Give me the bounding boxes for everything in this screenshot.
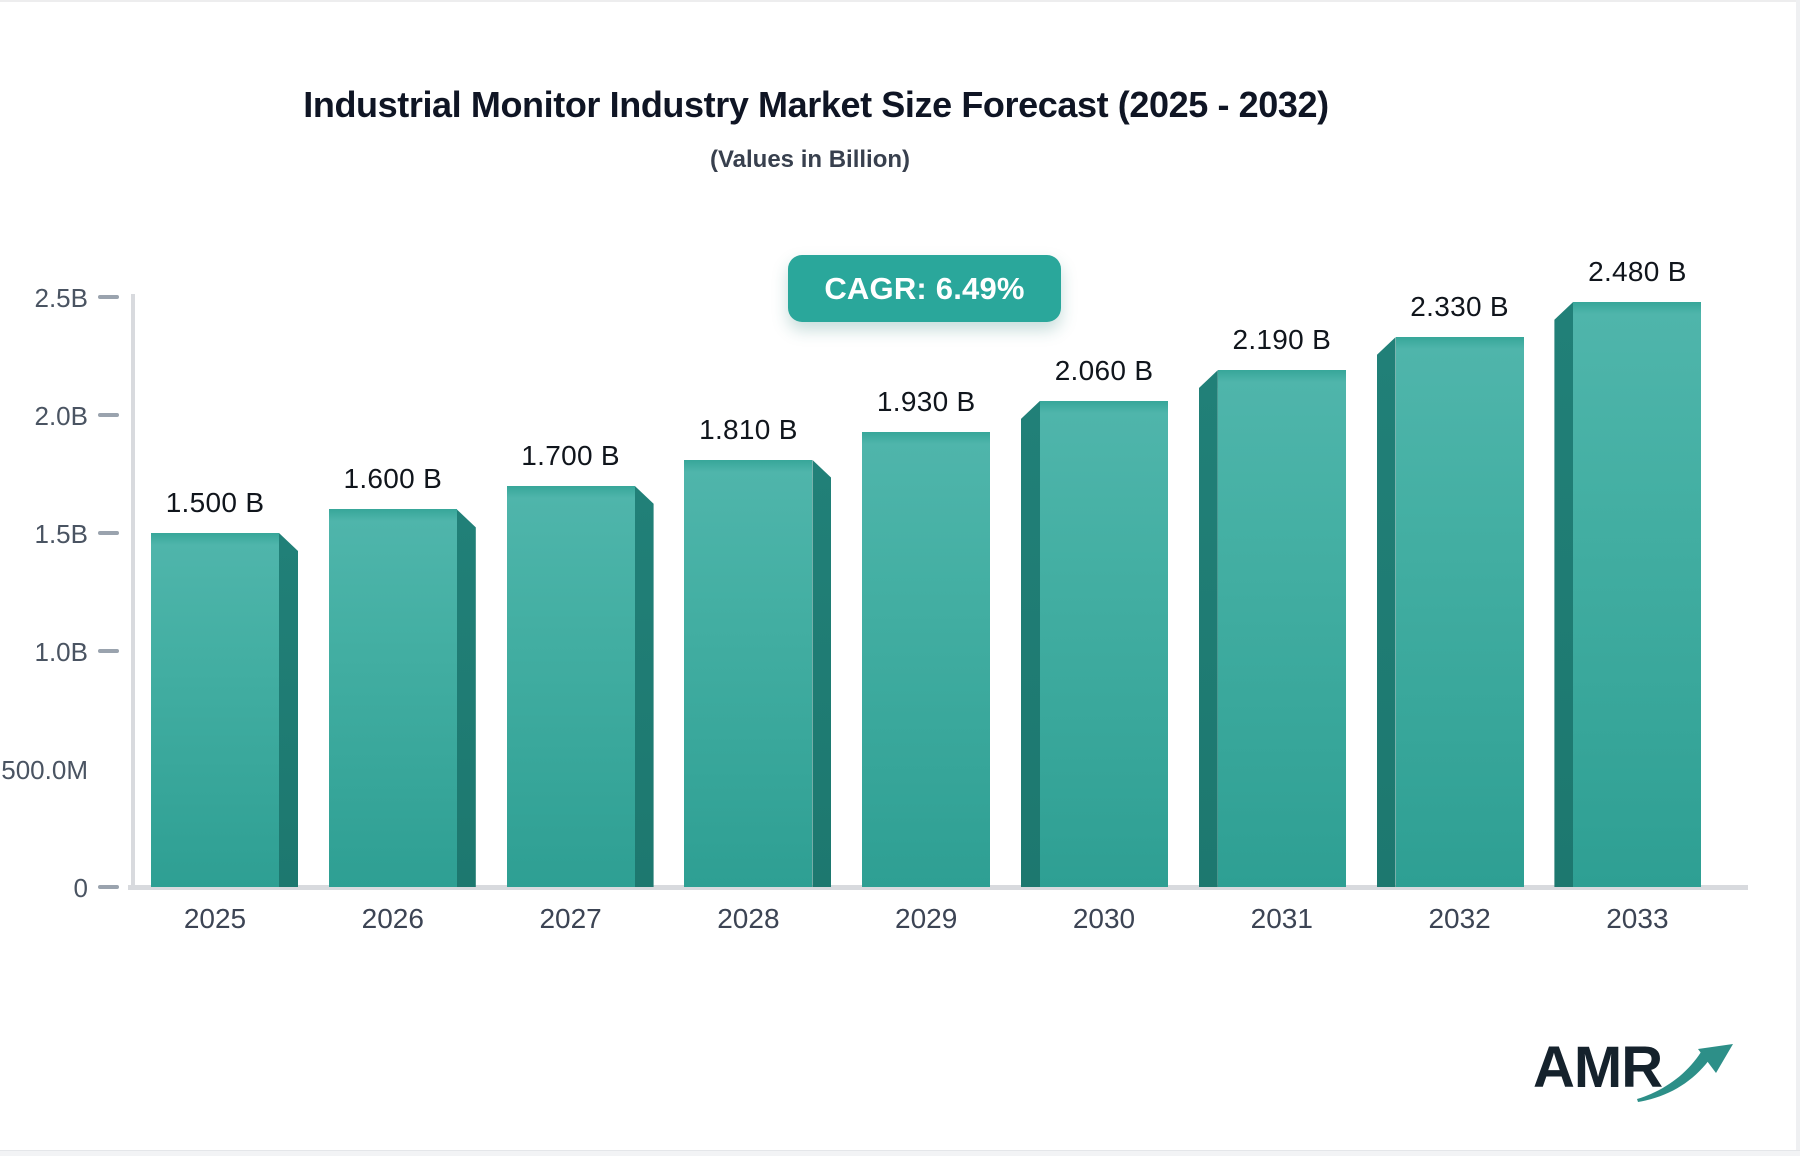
growth-arrow-icon: [1637, 1044, 1733, 1102]
y-axis-tick-label: 1.0B: [34, 637, 89, 667]
chart-subtitle: (Values in Billion): [709, 146, 911, 173]
x-axis-label: 2026: [361, 903, 424, 934]
x-axis-label: 2033: [1606, 903, 1669, 934]
bar-side-panel: [1376, 337, 1396, 887]
x-axis-label: 2027: [539, 903, 602, 934]
y-axis-tick-dash: [98, 885, 119, 889]
y-axis-tick-label: 1.5B: [34, 519, 89, 549]
x-axis-label: 2032: [1428, 903, 1491, 934]
y-axis-tick-dash: [98, 295, 119, 299]
y-axis-tick-label: 2.0B: [34, 401, 89, 431]
bar: [1395, 337, 1524, 887]
x-axis-label: 2029: [895, 903, 958, 934]
bar-side-panel: [456, 509, 476, 887]
y-axis-tick-label: 0: [73, 873, 88, 903]
bar-value-label: 1.500 B: [165, 487, 265, 518]
bar-side-panel: [812, 459, 832, 887]
bar-value-label: 1.700 B: [521, 439, 620, 471]
cagr-badge: CAGR: 6.49%: [788, 255, 1061, 322]
bar-side-panel: [634, 485, 654, 887]
bar: [506, 485, 635, 887]
y-axis-tick-dash: [98, 649, 119, 653]
bar-value-label: 1.600 B: [343, 463, 443, 495]
bar-side-panel: [1021, 400, 1040, 887]
bar-value-label: 1.930 B: [876, 385, 976, 417]
bar: [151, 533, 279, 887]
bar-side-panel: [1554, 301, 1574, 887]
bar-value-label: 2.190 B: [1232, 324, 1332, 356]
y-axis-line: [131, 294, 135, 889]
x-axis-label: 2028: [717, 903, 780, 934]
y-axis-tick-dash: [98, 531, 119, 535]
y-axis-tick-label: 2.5B: [34, 283, 89, 313]
bar: [1573, 301, 1702, 887]
y-axis-tick-dash: [98, 413, 119, 417]
cagr-badge-label: CAGR: 6.49%: [824, 270, 1025, 306]
top-edge-divider: [0, 0, 1800, 2]
y-axis-tick-label: 500.0M: [1, 755, 88, 785]
chart-title: Industrial Monitor Industry Market Size …: [303, 84, 1329, 125]
bar: [684, 459, 813, 887]
bar: [328, 509, 457, 887]
bar-value-label: 1.810 B: [699, 413, 798, 445]
bar-value-label: 2.330 B: [1410, 291, 1509, 323]
bar-value-label: 2.060 B: [1054, 354, 1154, 386]
x-axis-label: 2025: [183, 903, 247, 934]
bar: [1217, 370, 1346, 887]
bar: [862, 431, 991, 887]
bar-side-panel: [279, 533, 298, 887]
amr-logo-text: AMR: [1533, 1035, 1663, 1100]
x-axis-label: 2031: [1250, 903, 1313, 934]
x-axis-line: [128, 885, 1748, 890]
bar: [1040, 400, 1168, 887]
x-axis-label: 2030: [1072, 903, 1136, 934]
amr-logo: AMR: [1533, 1034, 1733, 1114]
bar-side-panel: [1198, 370, 1218, 887]
bar-value-label: 2.480 B: [1588, 255, 1687, 287]
right-edge-divider: [1796, 0, 1800, 1156]
bottom-edge-divider: [0, 1150, 1800, 1156]
